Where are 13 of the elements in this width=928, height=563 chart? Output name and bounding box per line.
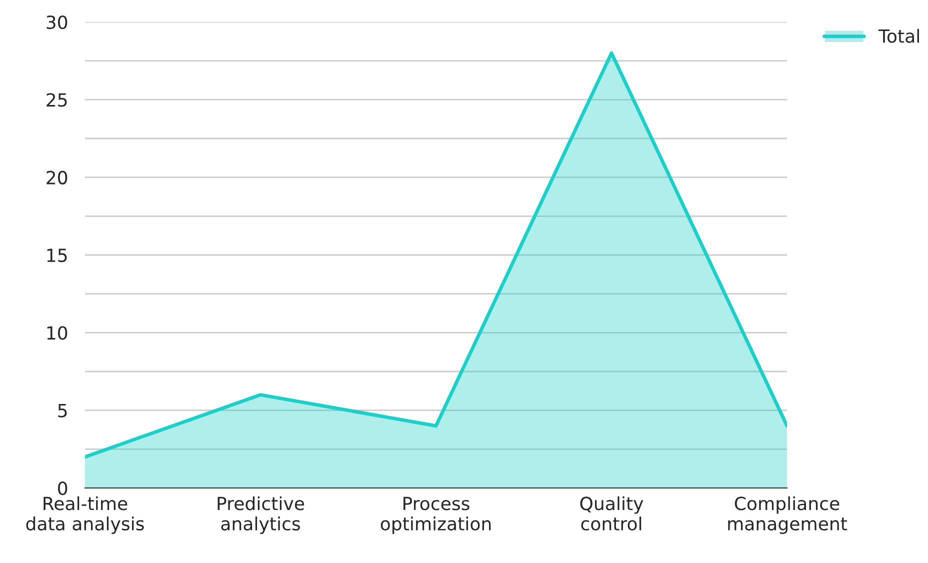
y-tick-label: 20 [46,170,68,184]
legend-label: Total [878,28,919,43]
x-tick-label: Process optimization [380,496,491,534]
x-tick-label: Predictive analytics [218,496,304,534]
x-tick-label: Real-time data analysis [26,496,144,534]
y-tick-label: 5 [58,404,67,418]
y-tick-label: 25 [46,93,67,107]
y-tick-label: 10 [47,326,68,340]
y-tick-label: 15 [47,248,67,262]
y-tick-label: 30 [46,15,68,30]
x-tick-label: Quality control [580,496,644,531]
x-tick-label: Compliance management [728,496,848,534]
y-tick-label: 0 [58,481,68,496]
